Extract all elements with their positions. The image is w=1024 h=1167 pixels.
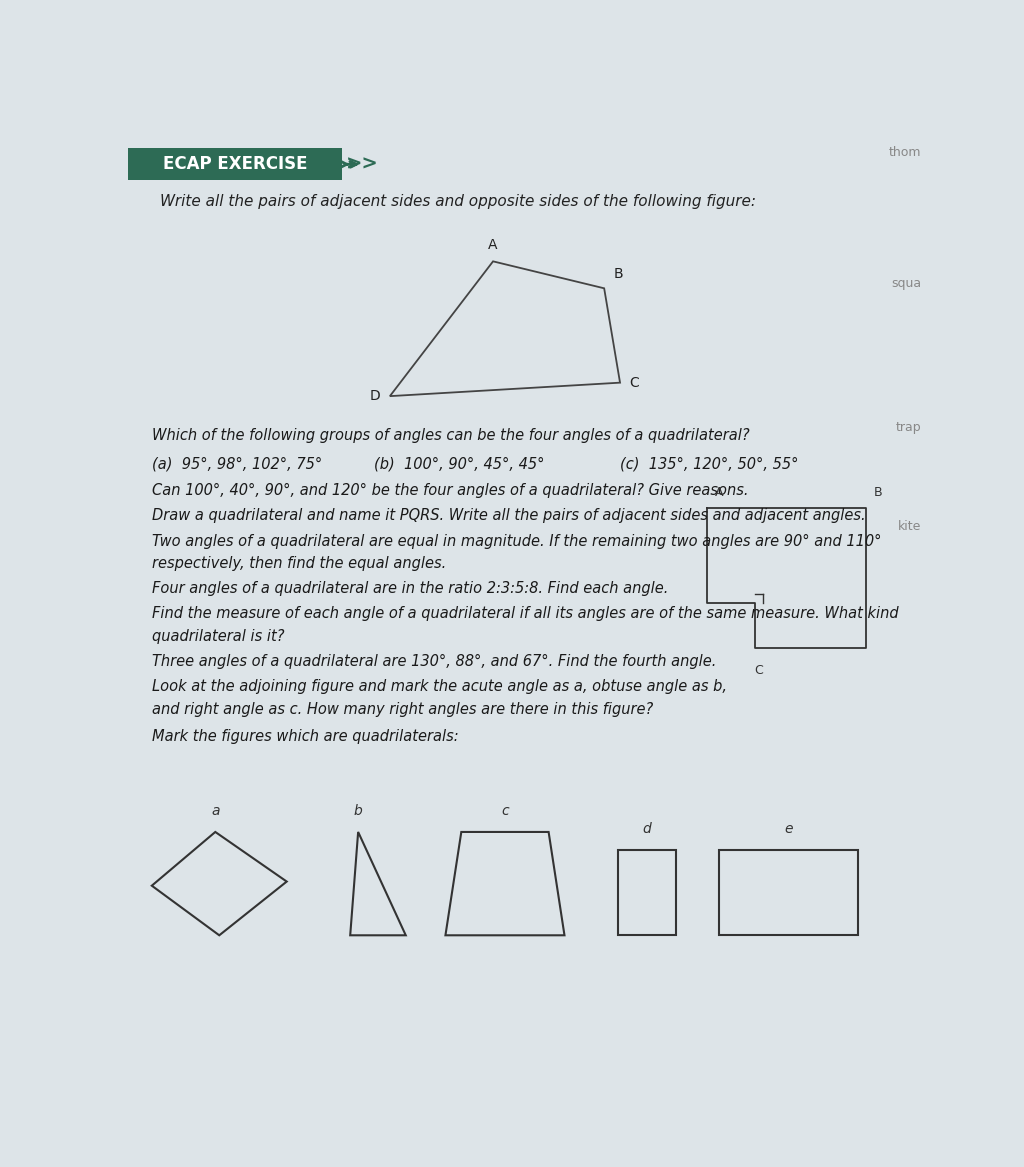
FancyBboxPatch shape	[128, 148, 342, 181]
Text: Two angles of a quadrilateral are equal in magnitude. If the remaining two angle: Two angles of a quadrilateral are equal …	[152, 533, 882, 548]
Text: Which of the following groups of angles can be the four angles of a quadrilatera: Which of the following groups of angles …	[152, 427, 750, 442]
Text: b: b	[353, 804, 362, 818]
Text: (a)  95°, 98°, 102°, 75°: (a) 95°, 98°, 102°, 75°	[152, 456, 323, 471]
Text: Three angles of a quadrilateral are 130°, 88°, and 67°. Find the fourth angle.: Three angles of a quadrilateral are 130°…	[152, 654, 716, 669]
Text: Can 100°, 40°, 90°, and 120° be the four angles of a quadrilateral? Give reasons: Can 100°, 40°, 90°, and 120° be the four…	[152, 483, 749, 498]
Text: Look at the adjoining figure and mark the acute angle as a, obtuse angle as b,: Look at the adjoining figure and mark th…	[152, 679, 727, 694]
Text: and right angle as c. How many right angles are there in this figure?: and right angle as c. How many right ang…	[152, 701, 653, 717]
Text: squa: squa	[892, 278, 922, 291]
Text: Write all the pairs of adjacent sides and opposite sides of the following figure: Write all the pairs of adjacent sides an…	[160, 194, 756, 209]
Text: e: e	[784, 823, 793, 837]
Text: kite: kite	[898, 520, 922, 533]
Text: trap: trap	[896, 421, 922, 434]
Text: B: B	[873, 487, 883, 499]
Text: B: B	[613, 267, 624, 281]
Text: thom: thom	[889, 146, 922, 160]
Text: C: C	[755, 664, 763, 677]
Bar	[618, 850, 676, 935]
Bar	[719, 850, 858, 935]
Text: (b)  100°, 90°, 45°, 45°: (b) 100°, 90°, 45°, 45°	[374, 456, 545, 471]
Text: A: A	[488, 238, 498, 252]
Text: Four angles of a quadrilateral are in the ratio 2:3:5:8. Find each angle.: Four angles of a quadrilateral are in th…	[152, 581, 669, 596]
Text: c: c	[501, 804, 509, 818]
Text: a: a	[211, 804, 219, 818]
Text: ECAP EXERCISE: ECAP EXERCISE	[163, 155, 307, 174]
Text: A: A	[715, 487, 724, 499]
Text: Find the measure of each angle of a quadrilateral if all its angles are of the s: Find the measure of each angle of a quad…	[152, 607, 898, 621]
Text: d: d	[643, 823, 651, 837]
Text: Mark the figures which are quadrilaterals:: Mark the figures which are quadrilateral…	[152, 728, 459, 743]
Text: >>: >>	[346, 155, 379, 174]
Text: (c)  135°, 120°, 50°, 55°: (c) 135°, 120°, 50°, 55°	[620, 456, 799, 471]
Text: Draw a quadrilateral and name it PQRS. Write all the pairs of adjacent sides and: Draw a quadrilateral and name it PQRS. W…	[152, 509, 865, 524]
Text: quadrilateral is it?: quadrilateral is it?	[152, 629, 285, 644]
Text: D: D	[370, 389, 380, 403]
Text: C: C	[630, 376, 639, 390]
Text: respectively, then find the equal angles.: respectively, then find the equal angles…	[152, 557, 446, 571]
